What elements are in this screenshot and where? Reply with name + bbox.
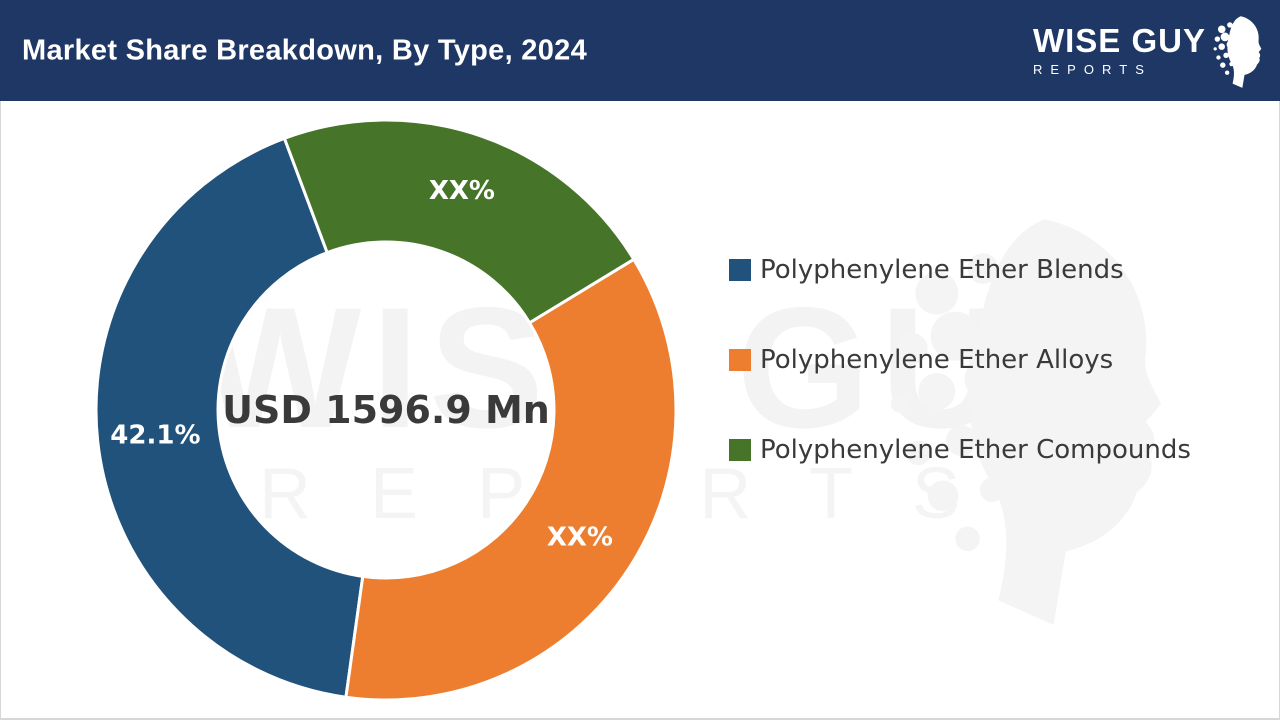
legend-label: Polyphenylene Ether Compounds (760, 435, 1191, 465)
segment-label-3: XX% (429, 176, 495, 206)
donut-center-label: USD 1596.9 Mn (222, 388, 550, 432)
brand-logo: WISE GUY REPORTS (1033, 13, 1266, 89)
donut-chart: 42.1% XX% XX% (94, 118, 678, 702)
chart-legend: Polyphenylene Ether Blends Polyphenylene… (729, 253, 1191, 467)
chart-area: WISE GUY REPORTS 42.1%XX%XX% USD 1596.9 … (0, 101, 1280, 720)
segment-label-2: XX% (547, 522, 613, 552)
dotted-head-icon (1213, 15, 1262, 88)
header: Market Share Breakdown, By Type, 2024 WI… (0, 0, 1280, 101)
legend-item: Polyphenylene Ether Alloys (729, 343, 1191, 377)
legend-swatch (729, 259, 751, 281)
brand-tagline: REPORTS (1032, 61, 1152, 77)
segment-label-1: 42.1% (110, 420, 200, 450)
legend-label: Polyphenylene Ether Alloys (760, 345, 1114, 375)
donut-segment-3 (282, 118, 636, 325)
donut-segment-1 (94, 136, 365, 699)
legend-item: Polyphenylene Ether Compounds (729, 433, 1191, 467)
page-title: Market Share Breakdown, By Type, 2024 (22, 34, 588, 66)
legend-swatch (729, 349, 751, 371)
legend-item: Polyphenylene Ether Blends (729, 253, 1191, 287)
brand-name: WISE GUY (1032, 22, 1206, 60)
brand-logo-text: WISE GUY REPORTS (1033, 24, 1206, 77)
legend-swatch (729, 439, 751, 461)
legend-label: Polyphenylene Ether Blends (760, 255, 1124, 285)
donut-segment-2 (344, 257, 678, 702)
